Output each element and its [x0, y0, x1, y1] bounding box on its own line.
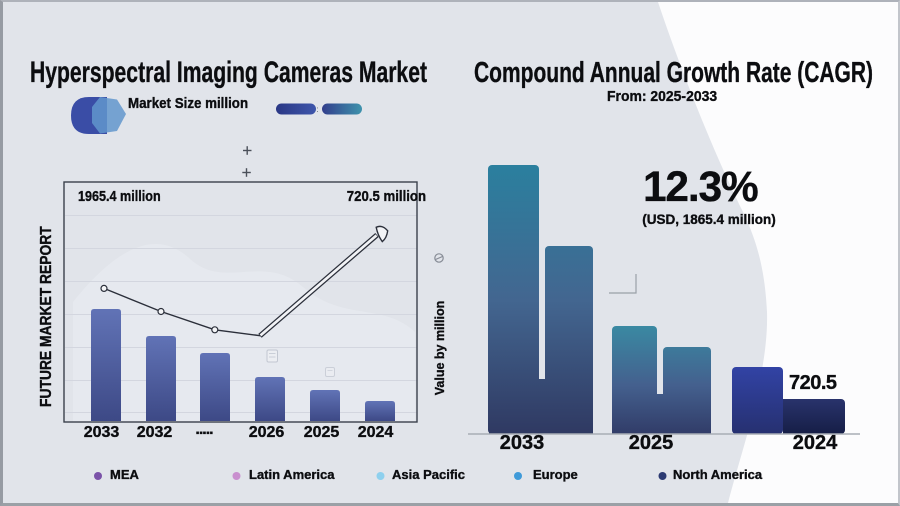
svg-text::: :: [317, 105, 319, 114]
